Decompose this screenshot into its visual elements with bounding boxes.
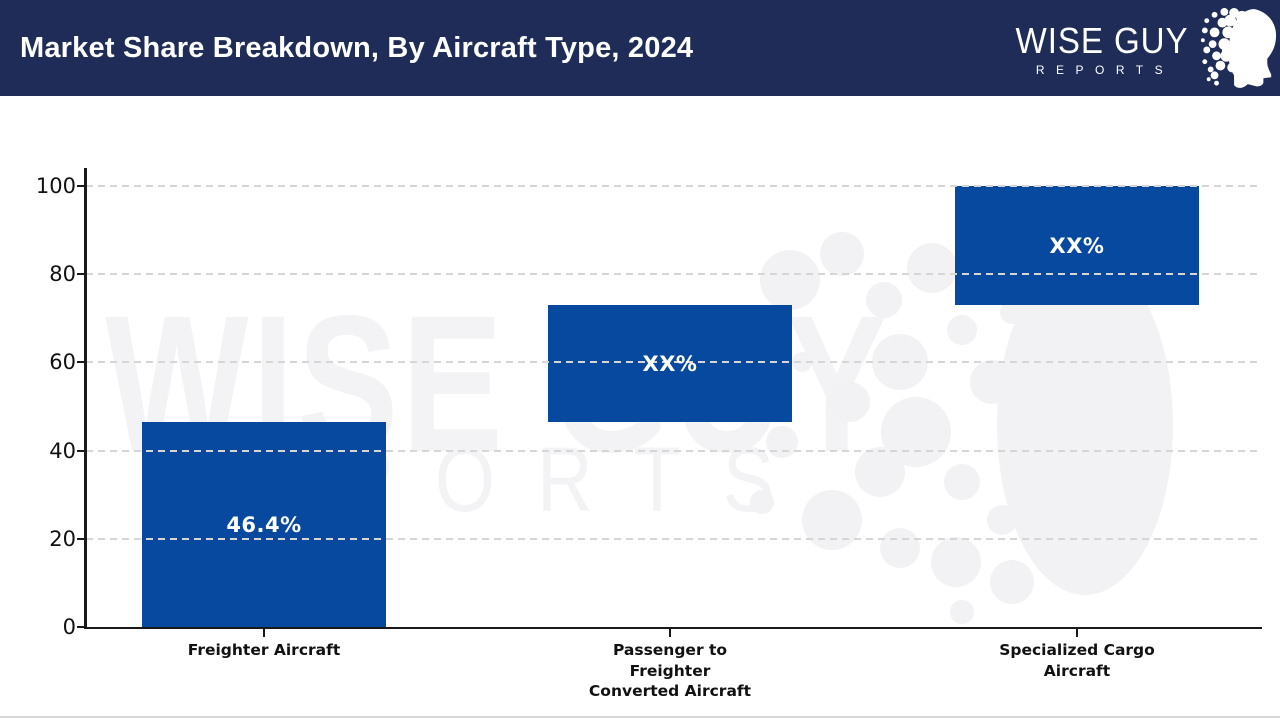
logo-reports-label: REPORTS: [1035, 62, 1175, 77]
x-tick-mark-2: [669, 629, 671, 637]
x-axis: [84, 626, 1262, 629]
category-label-2: Passenger to Freighter Converted Aircraft: [500, 640, 840, 702]
gridline-80: [86, 273, 1262, 276]
bar-label-3: XX%: [1049, 233, 1105, 258]
category-label-line: Aircraft: [1043, 661, 1111, 680]
y-tick-label-0: 0: [62, 615, 76, 639]
logo-text: WISE GUY REPORTS: [1008, 20, 1196, 77]
bottom-divider: [0, 716, 1280, 718]
wise-guy-reports-logo: WISE GUY REPORTS: [1008, 6, 1278, 90]
category-label-line: Specialized Cargo: [999, 641, 1155, 659]
y-tick-label-60: 60: [49, 350, 76, 375]
bar-label-2: XX%: [642, 351, 698, 376]
y-tick-label-40: 40: [49, 438, 76, 463]
gridline-100: [86, 185, 1262, 187]
header: Market Share Breakdown, By Aircraft Type…: [0, 0, 1280, 96]
y-tick-mark-20: [77, 537, 86, 540]
category-label-line: Freighter Aircraft: [187, 641, 341, 659]
head-profile-icon: [1200, 7, 1277, 88]
y-tick-label-20: 20: [49, 526, 76, 551]
y-axis: [84, 168, 87, 629]
category-label-line: Converted Aircraft: [588, 682, 752, 700]
gridline-20: [86, 537, 1262, 540]
page-title: Market Share Breakdown, By Aircraft Type…: [20, 31, 694, 64]
bar-1: [142, 422, 386, 627]
y-tick-label-80: 80: [49, 262, 76, 287]
bar-2: [548, 305, 792, 423]
bar-3: [955, 186, 1199, 306]
gridline-40: [86, 449, 1262, 452]
bar-label-1: 46.4%: [226, 512, 302, 537]
y-tick-mark-100: [77, 185, 86, 187]
gridline-60: [86, 361, 1262, 364]
y-tick-label-100: 100: [35, 174, 76, 198]
category-label-line: Freighter: [629, 661, 711, 680]
logo-wiseguy-label: WISE GUY: [1015, 19, 1189, 61]
category-label-line: Passenger to: [612, 641, 728, 659]
y-tick-mark-40: [77, 449, 86, 452]
x-tick-mark-1: [263, 629, 265, 637]
category-label-3: Specialized Cargo Aircraft: [907, 640, 1247, 681]
y-tick-mark-0: [77, 626, 86, 628]
category-label-1: Freighter Aircraft: [94, 640, 434, 661]
y-tick-mark-80: [77, 273, 86, 276]
x-tick-mark-3: [1076, 629, 1078, 637]
y-tick-mark-60: [77, 361, 86, 364]
